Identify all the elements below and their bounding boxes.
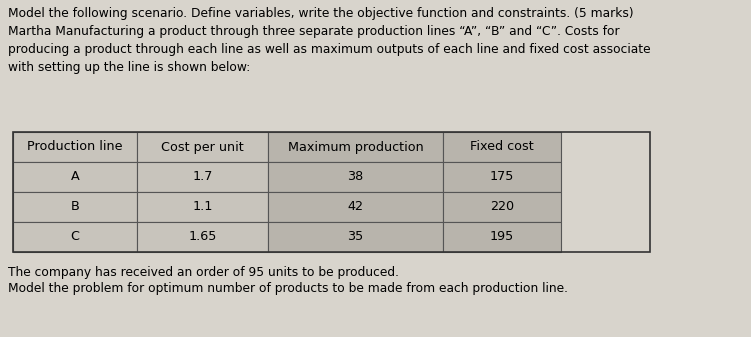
Bar [268, 192, 443, 222]
Bar [137, 192, 268, 222]
Bar [268, 222, 443, 252]
Bar [443, 192, 561, 222]
Bar [137, 222, 268, 252]
Text: 1.1: 1.1 [192, 201, 213, 214]
Text: Martha Manufacturing a product through three separate production lines “A”, “B” : Martha Manufacturing a product through t… [8, 25, 620, 38]
Text: 220: 220 [490, 201, 514, 214]
Bar [13, 132, 137, 162]
Text: 35: 35 [348, 231, 363, 244]
Text: 175: 175 [490, 171, 514, 184]
Bar [268, 132, 443, 162]
Text: The company has received an order of 95 units to be produced.: The company has received an order of 95 … [8, 266, 399, 279]
Text: B: B [71, 201, 80, 214]
Text: A: A [71, 171, 80, 184]
Text: producing a product through each line as well as maximum outputs of each line an: producing a product through each line as… [8, 43, 650, 56]
Text: 195: 195 [490, 231, 514, 244]
Bar [268, 162, 443, 192]
Bar [13, 192, 137, 222]
Text: 42: 42 [348, 201, 363, 214]
Text: Model the problem for optimum number of products to be made from each production: Model the problem for optimum number of … [8, 282, 568, 295]
Text: 1.65: 1.65 [189, 231, 216, 244]
Bar [443, 132, 561, 162]
Text: Model the following scenario. Define variables, write the objective function and: Model the following scenario. Define var… [8, 7, 634, 20]
Text: Maximum production: Maximum production [288, 141, 424, 153]
Bar [13, 162, 137, 192]
Text: Production line: Production line [27, 141, 122, 153]
Bar [13, 222, 137, 252]
Bar [443, 222, 561, 252]
Text: with setting up the line is shown below:: with setting up the line is shown below: [8, 61, 250, 74]
Text: Fixed cost: Fixed cost [470, 141, 534, 153]
Bar [13, 132, 650, 252]
Text: Cost per unit: Cost per unit [161, 141, 244, 153]
Text: 38: 38 [348, 171, 363, 184]
Bar [137, 162, 268, 192]
Bar [443, 162, 561, 192]
Text: 1.7: 1.7 [192, 171, 213, 184]
Bar [137, 132, 268, 162]
Text: C: C [71, 231, 80, 244]
